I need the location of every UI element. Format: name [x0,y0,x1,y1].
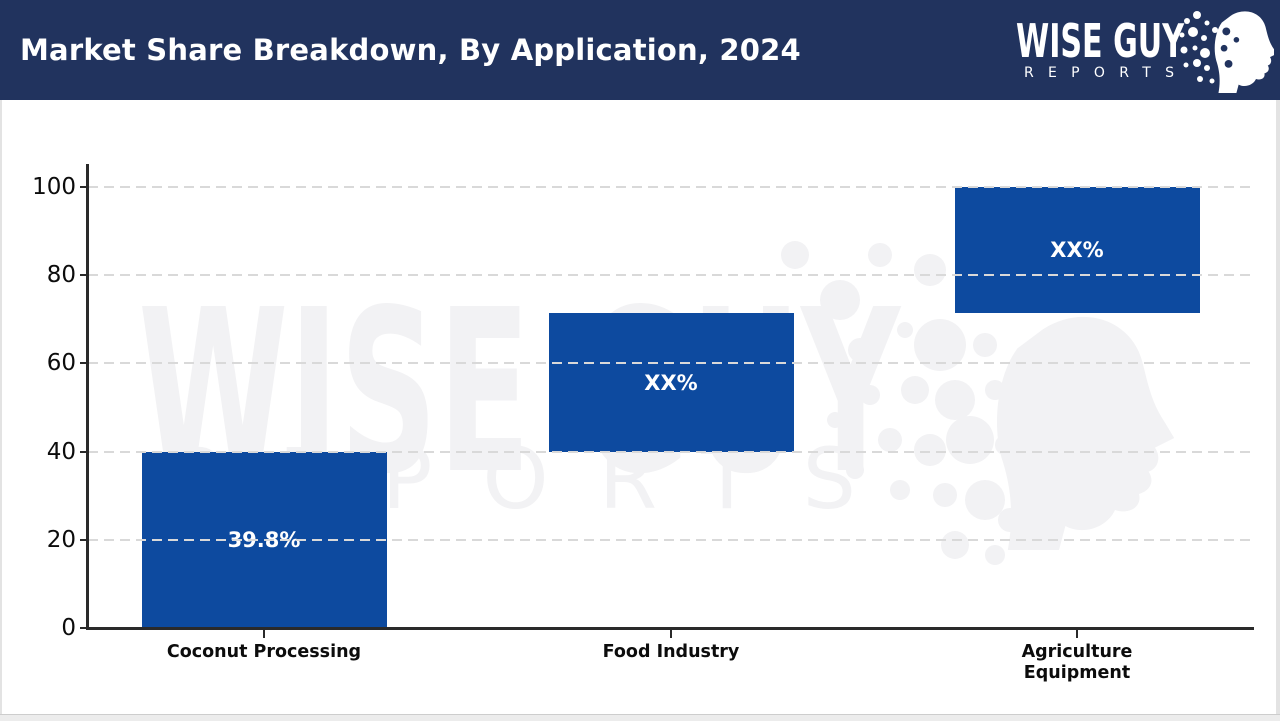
x-axis-label-coconut-processing: Coconut Processing [166,642,362,662]
gridline-y-20 [88,539,1254,541]
page-border-bottom [0,714,1280,721]
x-axis-label-food-industry: Food Industry [602,642,740,662]
chart-area: WISE GUY REPORTS 02040608010039.8%Coconu… [0,100,1280,720]
gridline-y-40 [88,451,1254,453]
y-axis-tick-20 [80,539,88,541]
y-axis-tick-label: 80 [46,262,76,288]
bar-value-label: XX% [1050,238,1104,262]
x-axis-label-agriculture-equipment: Agriculture Equipment [1021,642,1133,683]
x-axis-spine [86,627,1254,630]
bar-food-industry: XX% [548,313,794,452]
gridline-y-60 [88,362,1254,364]
y-axis-tick-label: 0 [61,615,76,641]
wise-guy-reports-logo: WISE GUY REPORTS [1016,11,1274,94]
y-axis-tick-80 [80,274,88,276]
header-bar: Market Share Breakdown, By Application, … [0,0,1280,100]
x-axis-tick-agriculture-equipment [1076,630,1078,638]
y-axis-tick-40 [80,451,88,453]
page-border-right [1276,100,1280,720]
y-axis-tick-label: 60 [46,350,76,376]
logo-face-icon [1179,11,1274,94]
y-axis-tick-label: 20 [46,527,76,553]
gridline-y-80 [88,274,1254,276]
bar-agriculture-equipment: XX% [954,187,1200,313]
y-axis-tick-label: 100 [32,174,76,200]
y-axis-tick-60 [80,362,88,364]
y-axis-tick-label: 40 [46,439,76,465]
page-border-left [0,100,2,720]
x-axis-tick-coconut-processing [263,630,265,638]
y-axis-spine [86,164,89,630]
gridline-y-100 [88,186,1254,188]
x-axis-tick-food-industry [670,630,672,638]
logo-text-line1: WISE GUY [1016,14,1184,68]
bar-value-label: XX% [644,370,698,395]
y-axis-tick-0 [80,627,88,629]
page-title: Market Share Breakdown, By Application, … [20,33,801,67]
y-axis-tick-100 [80,186,88,188]
